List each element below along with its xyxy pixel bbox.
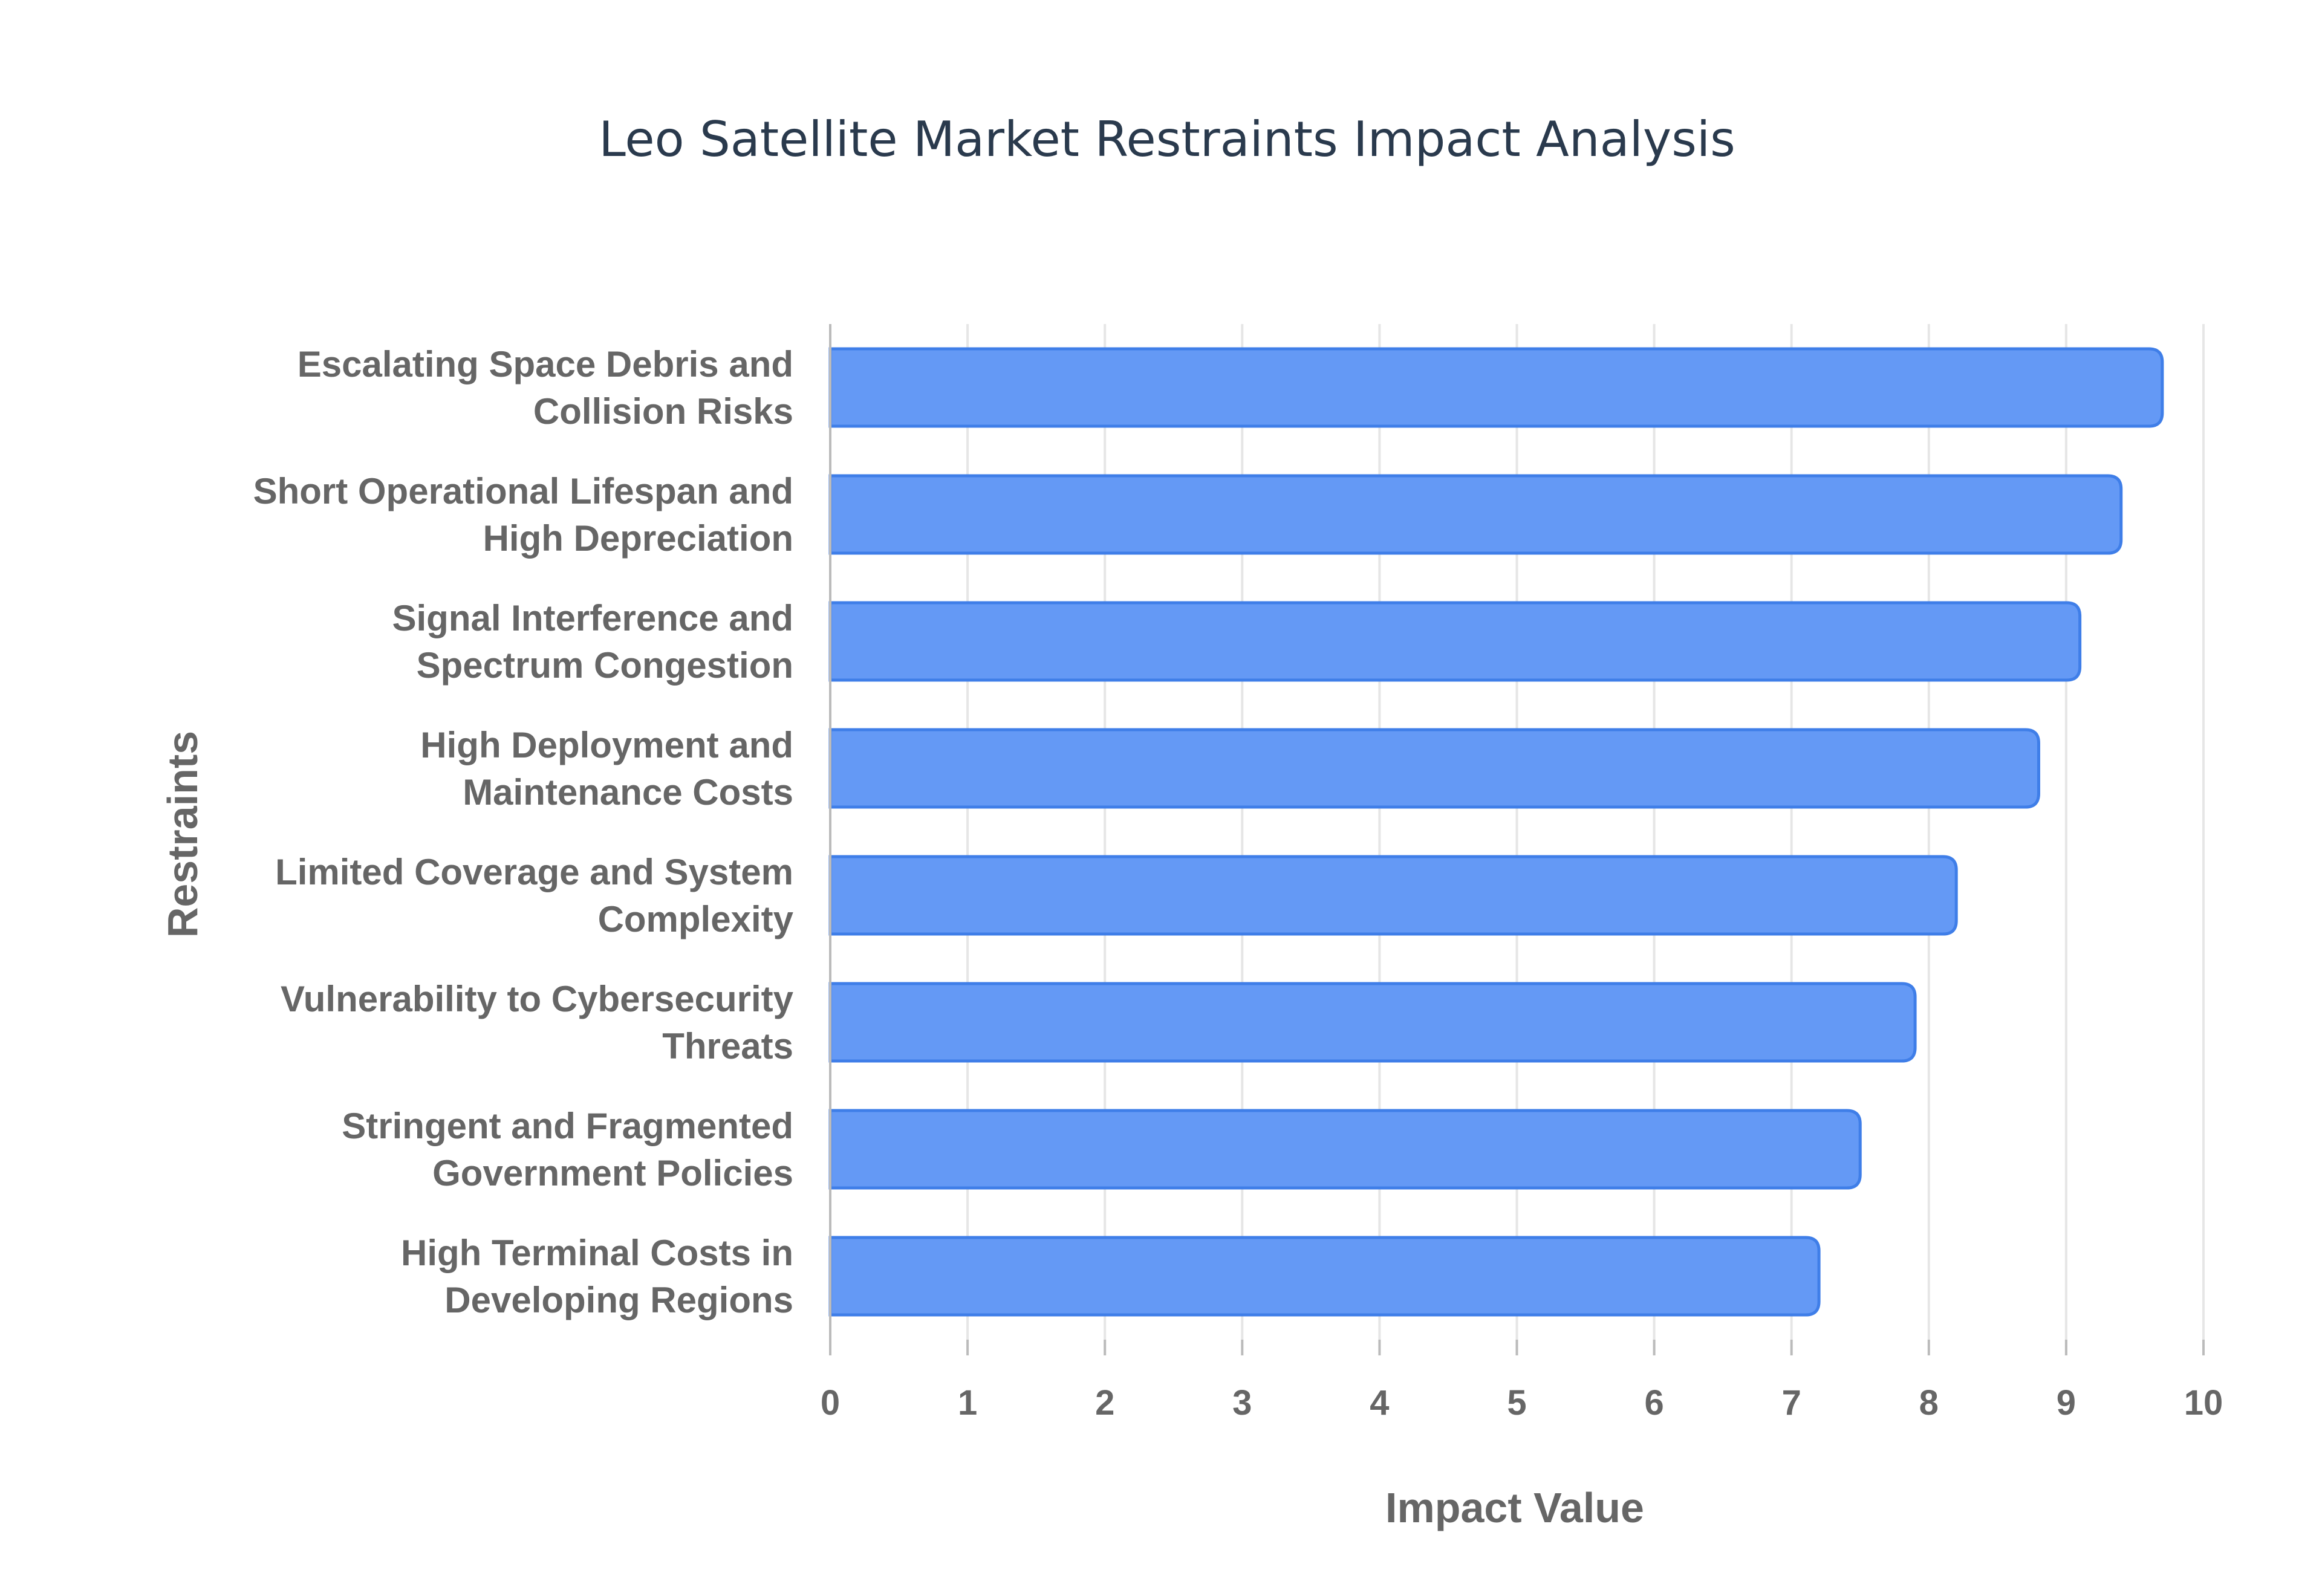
x-tick-label: 7 [1782,1383,1801,1422]
x-tick-label: 8 [1919,1383,1939,1422]
x-tick-label: 3 [1232,1383,1252,1422]
category-label: Limited Coverage and System Complexity [275,852,794,939]
category-label: Escalating Space Debris and Collision Ris… [298,344,793,432]
x-tick-label: 5 [1507,1383,1526,1422]
category-label: Short Operational Lifespan and High Depre… [253,471,793,559]
category-label: Stringent and Fragmented Government Polic… [342,1106,793,1193]
y-axis-label: Restraints [159,731,206,938]
x-tick-label: 10 [2184,1383,2223,1422]
bar [828,1236,1821,1317]
bar [828,474,2123,555]
bar [828,601,2082,682]
category-label: Vulnerability to Cybersecurity Threats [281,979,794,1066]
bar [828,982,1917,1063]
bar [828,347,2164,428]
x-axis: 0 1 2 3 4 5 6 7 8 9 10 [821,324,2223,1422]
x-tick-label: 6 [1644,1383,1663,1422]
x-tick-label: 2 [1095,1383,1114,1422]
category-label: High Terminal Costs in Developing Regions [401,1233,793,1320]
category-label: High Deployment and Maintenance Costs [420,725,793,813]
x-tick-label: 1 [958,1383,977,1422]
bar [828,855,1958,936]
x-tick-label: 4 [1370,1383,1389,1422]
bar [828,1109,1862,1190]
chart-title: Leo Satellite Market Restraints Impact A… [599,111,1735,167]
x-tick-label: 0 [821,1383,840,1422]
bar [828,728,2040,809]
x-tick-label: 9 [2057,1383,2076,1422]
y-axis-categories: Escalating Space Debris and Collision Ris… [253,344,794,1320]
bars [828,347,2164,1317]
x-axis-label: Impact Value [1385,1484,1644,1531]
category-label: Signal Interference and Spectrum Congesti… [392,598,793,686]
